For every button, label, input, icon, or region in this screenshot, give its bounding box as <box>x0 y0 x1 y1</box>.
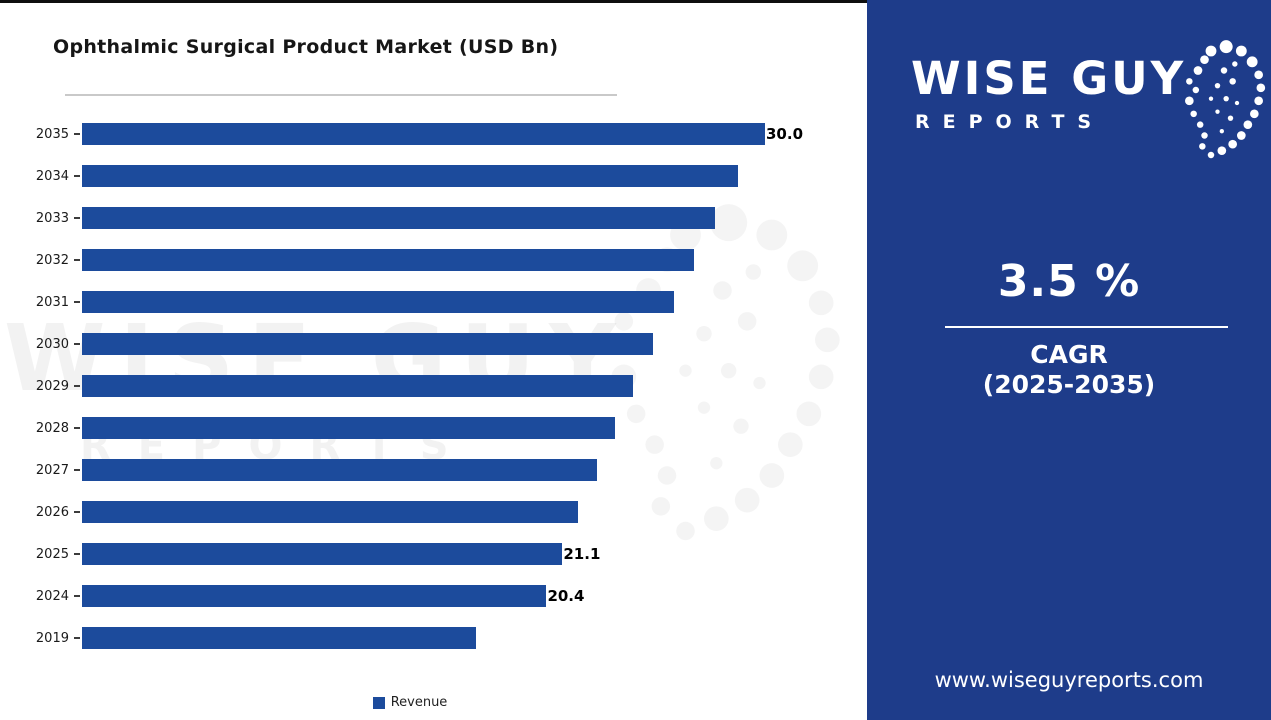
bar-row: 2033 <box>24 197 803 239</box>
y-axis-tick-label: 2035 <box>35 126 69 142</box>
y-axis-tick-label: 2034 <box>35 168 69 184</box>
chart-legend: Revenue <box>0 695 820 710</box>
chart-title: Ophthalmic Surgical Product Market (USD … <box>53 36 559 58</box>
legend-label-revenue: Revenue <box>390 695 448 710</box>
bar-row: 2032 <box>24 239 803 281</box>
bar-row: 2024 20.4 <box>24 575 803 617</box>
cagr-value: 3.5 % <box>997 256 1141 307</box>
axis-tick <box>74 133 80 135</box>
y-axis-tick-label: 2019 <box>35 630 69 646</box>
y-axis-tick-label: 2032 <box>35 252 69 268</box>
revenue-bar <box>82 585 547 607</box>
revenue-bar <box>82 165 738 187</box>
logo-text-reports: REPORTS <box>915 111 1105 133</box>
axis-tick <box>74 511 80 513</box>
revenue-bar <box>82 375 633 397</box>
axis-tick <box>74 259 80 261</box>
logo-text-wise-guy: WISE GUY <box>911 52 1187 105</box>
bar-value-label: 21.1 <box>563 545 601 563</box>
revenue-bar <box>82 627 476 649</box>
website-url: www.wiseguyreports.com <box>934 668 1204 692</box>
bar-row: 2027 <box>24 449 803 491</box>
revenue-bar <box>82 249 695 271</box>
axis-tick <box>74 175 80 177</box>
bar-row: 2029 <box>24 365 803 407</box>
y-axis-tick-label: 2024 <box>35 588 69 604</box>
bar-row: 2030 <box>24 323 803 365</box>
revenue-bar <box>82 291 674 313</box>
revenue-bar <box>82 417 615 439</box>
axis-tick <box>74 343 80 345</box>
bar-value-label: 20.4 <box>547 587 585 605</box>
axis-tick <box>74 217 80 219</box>
brand-panel: WISE GUY REPORTS 3.5 % <box>867 0 1271 720</box>
bar-row: 2034 <box>24 155 803 197</box>
legend-swatch-revenue <box>372 696 385 709</box>
cagr-label: CAGR <box>1030 340 1108 369</box>
y-axis-tick-label: 2029 <box>35 378 69 394</box>
revenue-bar <box>82 123 765 145</box>
bar-row: 2019 <box>24 617 803 659</box>
axis-tick <box>74 385 80 387</box>
bar-chart: 2035 30.0 2034 2033 2032 2031 2030 2029 2028 2027… <box>24 113 803 659</box>
axis-tick <box>74 595 80 597</box>
y-axis-tick-label: 2026 <box>35 504 69 520</box>
y-axis-tick-label: 2033 <box>35 210 69 226</box>
y-axis-tick-label: 2030 <box>35 336 69 352</box>
bar-row: 2025 21.1 <box>24 533 803 575</box>
revenue-bar <box>82 459 597 481</box>
title-divider <box>65 94 617 96</box>
y-axis-tick-label: 2028 <box>35 420 69 436</box>
watermark-head-logo-icon <box>611 204 840 541</box>
chart-area: WISE GUY REPORTS Ophthalmic Surgical Pro… <box>0 0 867 710</box>
y-axis-tick-label: 2027 <box>35 462 69 478</box>
revenue-bar <box>82 501 579 523</box>
bar-value-label: 30.0 <box>766 125 804 143</box>
bar-row: 2028 <box>24 407 803 449</box>
wise-guy-reports-logo: WISE GUY REPORTS <box>911 40 1266 182</box>
bar-row: 2026 <box>24 491 803 533</box>
revenue-bar <box>82 333 654 355</box>
bar-row: 2035 30.0 <box>24 113 803 155</box>
cagr-period: (2025-2035) <box>982 370 1156 399</box>
axis-tick <box>74 427 80 429</box>
cagr-divider <box>945 326 1228 328</box>
revenue-bar <box>82 543 563 565</box>
y-axis-tick-label: 2025 <box>35 546 69 562</box>
y-axis-tick-label: 2031 <box>35 294 69 310</box>
axis-tick <box>74 469 80 471</box>
axis-tick <box>74 637 80 639</box>
axis-tick <box>74 553 80 555</box>
bar-row: 2031 <box>24 281 803 323</box>
axis-tick <box>74 301 80 303</box>
revenue-bar <box>82 207 715 229</box>
logo-head-icon <box>1185 40 1266 159</box>
